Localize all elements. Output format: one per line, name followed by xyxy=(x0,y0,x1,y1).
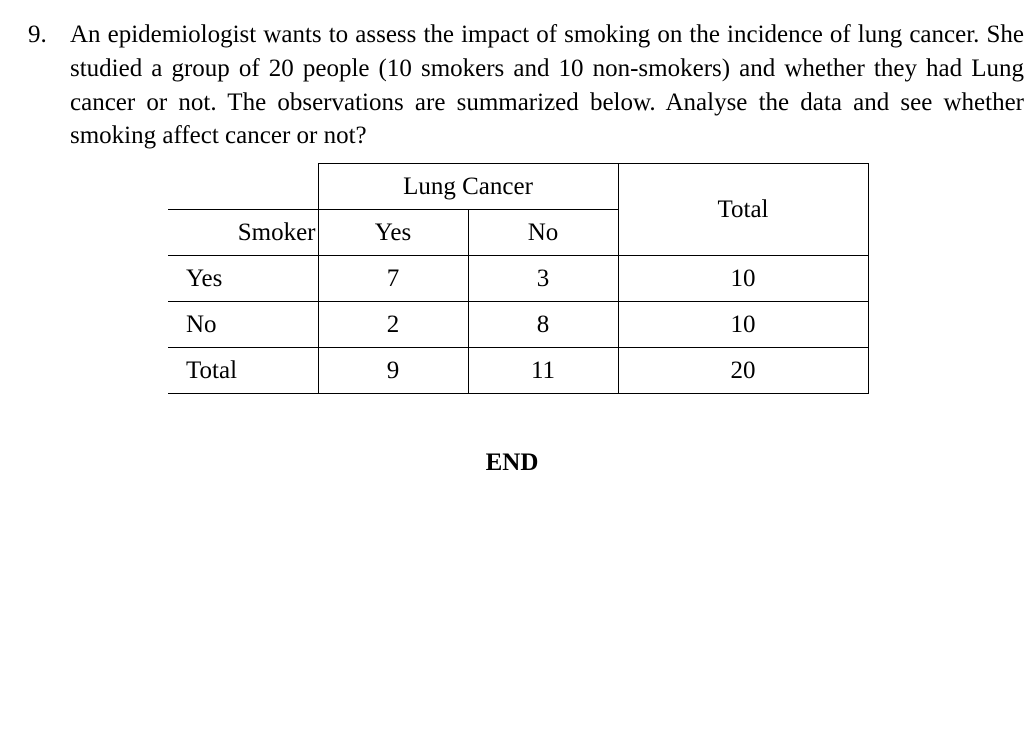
question-number: 9. xyxy=(28,18,70,52)
col-subheader-no: No xyxy=(468,210,618,256)
col-header-total: Total xyxy=(618,164,868,256)
table-cell: 7 xyxy=(318,256,468,302)
table-cell: 9 xyxy=(318,348,468,394)
contingency-table: Lung Cancer Total Smoker Yes No Yes 7 3 … xyxy=(168,163,869,394)
row-header: No xyxy=(168,302,318,348)
row-header-total: Total xyxy=(168,348,318,394)
table-row: Total 9 11 20 xyxy=(168,348,868,394)
contingency-table-wrapper: Lung Cancer Total Smoker Yes No Yes 7 3 … xyxy=(168,163,1024,394)
table-row: Yes 7 3 10 xyxy=(168,256,868,302)
page: 9. An epidemiologist wants to assess the… xyxy=(0,0,1024,394)
table-cell: 11 xyxy=(468,348,618,394)
question-block: 9. An epidemiologist wants to assess the… xyxy=(28,18,1024,153)
table-cell: 20 xyxy=(618,348,868,394)
table-cell: 8 xyxy=(468,302,618,348)
end-marker: END xyxy=(0,449,1024,477)
col-group-header: Lung Cancer xyxy=(318,164,618,210)
table-header-row-1: Lung Cancer Total xyxy=(168,164,868,210)
table-cell: 10 xyxy=(618,302,868,348)
row-header: Yes xyxy=(168,256,318,302)
table-cell: 3 xyxy=(468,256,618,302)
question-text: An epidemiologist wants to assess the im… xyxy=(70,18,1024,153)
table-corner-blank xyxy=(168,164,318,210)
table-cell: 2 xyxy=(318,302,468,348)
table-row: No 2 8 10 xyxy=(168,302,868,348)
col-subheader-yes: Yes xyxy=(318,210,468,256)
row-group-header: Smoker xyxy=(168,210,318,256)
table-cell: 10 xyxy=(618,256,868,302)
